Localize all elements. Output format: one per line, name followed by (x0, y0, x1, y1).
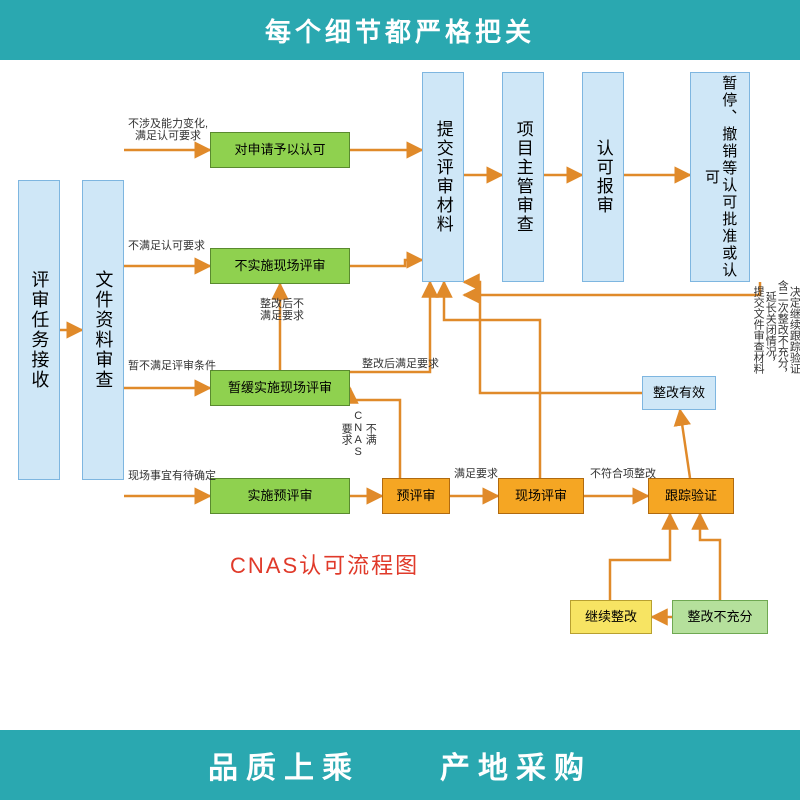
node-label: 不实施现场评审 (234, 259, 325, 274)
node-n14: 项目主管审查 (502, 72, 544, 282)
edge-label-e2: 不满足认可要求 (128, 240, 205, 252)
chart-title: CNAS认可流程图 (230, 548, 419, 580)
edge-label-e1: 不涉及能力变化, 满足认可要求 (128, 118, 208, 142)
node-n12: 整改不充分 (672, 600, 768, 634)
node-n11: 继续整改 (570, 600, 652, 634)
footer-right: 产地采购 (440, 743, 592, 787)
node-label: 整改不充分 (687, 610, 752, 625)
node-label: 预评审 (396, 489, 435, 504)
edge-label-e5: 整改后不 满足要求 (260, 298, 304, 322)
node-label: 整改有效 (653, 386, 705, 401)
node-label: 实施预评审 (247, 489, 312, 504)
arrow (610, 514, 670, 600)
arrow (680, 410, 690, 478)
node-n10: 整改有效 (642, 376, 716, 410)
header-text: 每个细节都严格把关 (265, 12, 535, 49)
node-label: 跟踪验证 (665, 489, 717, 504)
footer-left: 品质上乘 (208, 743, 360, 787)
arrow (350, 260, 422, 266)
node-n8: 现场评审 (498, 478, 584, 514)
node-n5: 暂缓实施现场评审 (210, 370, 350, 406)
node-n16: 暂停、撤销等认可批准或认可 (690, 72, 750, 282)
edge-label-e6: 不满 CNAS 要求 (340, 410, 376, 458)
node-label: 暂缓实施现场评审 (228, 381, 332, 396)
footer-banner: 品质上乘 产地采购 (0, 730, 800, 800)
node-label: 评审任务接收 (29, 270, 50, 390)
edge-label-e8: 满足要求 (454, 468, 498, 480)
node-n13: 提交评审材料 (422, 72, 464, 282)
arrow (444, 282, 540, 478)
header-banner: 每个细节都严格把关 (0, 0, 800, 60)
node-label: 文件资料审查 (93, 270, 114, 390)
edge-label-e9: 不符合项整改 (590, 468, 656, 480)
node-n7: 预评审 (382, 478, 450, 514)
node-label: 现场评审 (515, 489, 567, 504)
node-label: 继续整改 (585, 610, 637, 625)
node-label: 提交评审材料 (433, 120, 453, 234)
flowchart-canvas: CNAS认可流程图 评审任务接收 文件资料审查 对申请予以认可不实施现场评审暂缓实施… (0, 60, 800, 730)
arrow (464, 282, 760, 295)
node-n6: 实施预评审 (210, 478, 350, 514)
node-n2: 文件资料审查 (82, 180, 124, 480)
node-n4: 不实施现场评审 (210, 248, 350, 284)
edge-label-e10: 决定继续跟踪验证 含二次整改不充分， 延长关闭情况， 提交文件审查材料 (752, 280, 800, 379)
arrow (700, 514, 720, 600)
node-label: 对申请予以认可 (234, 143, 325, 158)
node-label: 认可报审 (593, 139, 613, 215)
node-label: 暂停、撤销等认可批准或认可 (703, 73, 738, 281)
edge-label-e4: 现场事宜有待确定 (128, 470, 216, 482)
edge-label-e3: 暂不满足评审条件 (128, 360, 216, 372)
node-label: 项目主管审查 (513, 120, 533, 234)
edge-label-e7: 整改后满足要求 (362, 358, 439, 370)
node-n1: 评审任务接收 (18, 180, 60, 480)
node-n15: 认可报审 (582, 72, 624, 282)
arrow (464, 282, 642, 393)
node-n9: 跟踪验证 (648, 478, 734, 514)
node-n3: 对申请予以认可 (210, 132, 350, 168)
